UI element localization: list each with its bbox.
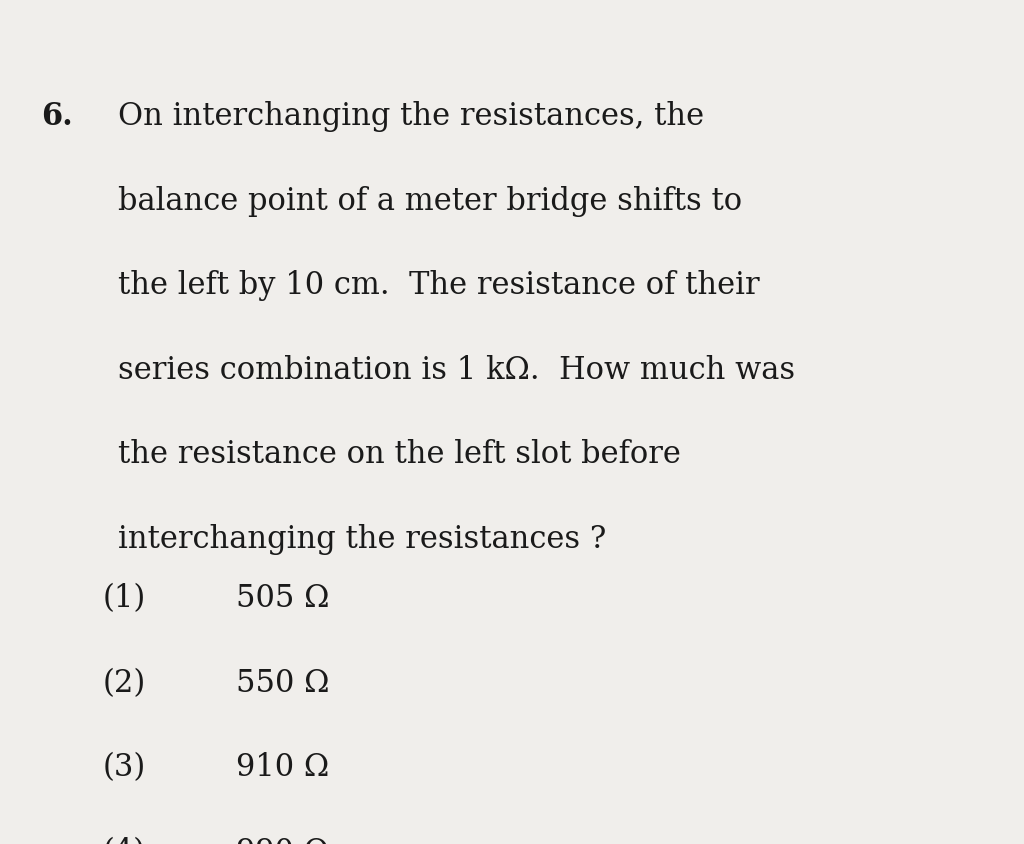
Text: 910 Ω: 910 Ω (236, 751, 329, 782)
Text: On interchanging the resistances, the: On interchanging the resistances, the (118, 101, 703, 133)
Text: the resistance on the left slot before: the resistance on the left slot before (118, 439, 681, 470)
Text: 505 Ω: 505 Ω (236, 582, 329, 614)
Text: interchanging the resistances ?: interchanging the resistances ? (118, 523, 606, 555)
Text: 6.: 6. (41, 101, 73, 133)
Text: series combination is 1 kΩ.  How much was: series combination is 1 kΩ. How much was (118, 354, 795, 386)
Text: (3): (3) (102, 751, 145, 782)
Text: (1): (1) (102, 582, 145, 614)
Text: 550 Ω: 550 Ω (236, 667, 329, 698)
Text: (4): (4) (102, 836, 145, 844)
Text: the left by 10 cm.  The resistance of their: the left by 10 cm. The resistance of the… (118, 270, 760, 301)
Text: 990 Ω: 990 Ω (236, 836, 329, 844)
Text: balance point of a meter bridge shifts to: balance point of a meter bridge shifts t… (118, 186, 741, 217)
Text: (2): (2) (102, 667, 145, 698)
